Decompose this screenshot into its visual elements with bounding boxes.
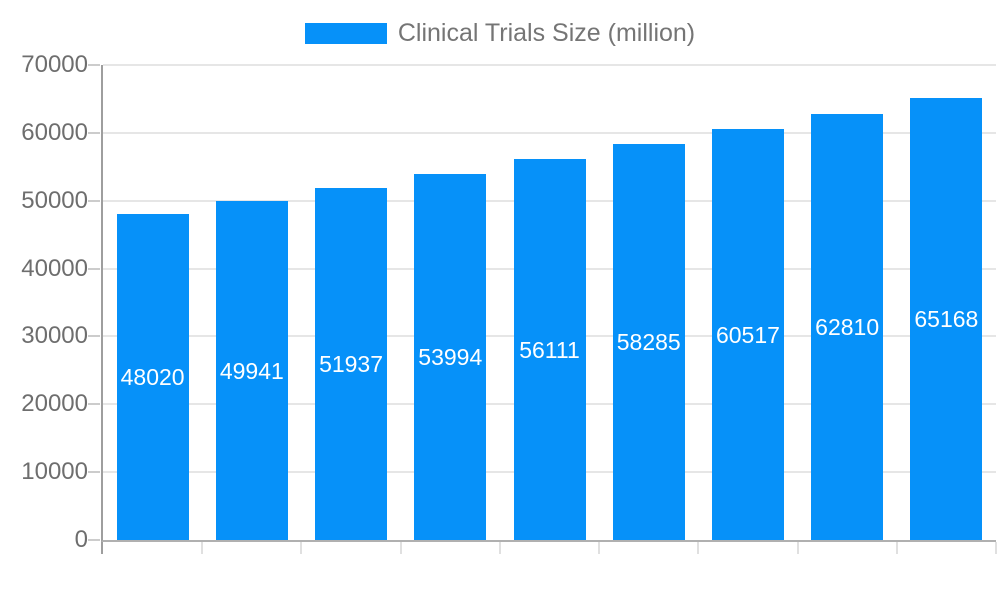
x-tick	[895, 542, 898, 554]
bar-value-label: 48020	[120, 364, 185, 390]
y-tick	[88, 335, 100, 338]
bar[interactable]: 53994	[414, 174, 487, 540]
y-tick	[88, 199, 100, 202]
bar[interactable]: 62810	[811, 114, 884, 540]
bar-value-label: 65168	[914, 306, 979, 332]
bar-value-label: 62810	[815, 314, 880, 340]
x-tick	[697, 542, 700, 554]
bar-value-label: 60517	[715, 321, 780, 348]
y-axis-label: 30000	[21, 322, 88, 350]
x-tick	[399, 542, 402, 554]
legend-swatch	[304, 23, 387, 44]
bar[interactable]: 51937	[315, 188, 388, 540]
bar-value-label: 53994	[418, 344, 483, 370]
y-axis-label: 40000	[21, 254, 88, 282]
x-tick	[201, 542, 204, 554]
y-axis-label: 0	[74, 526, 88, 553]
bar-value-label: 56111	[519, 336, 580, 363]
y-tick	[88, 471, 100, 474]
y-tick	[88, 267, 100, 270]
y-axis-label: 20000	[21, 390, 88, 418]
bar-value-label: 49941	[219, 357, 284, 384]
y-tick	[88, 539, 100, 541]
gridline	[103, 64, 996, 66]
y-axis-label: 10000	[21, 458, 88, 486]
chart-legend: Clinical Trials Size (million)	[0, 20, 1000, 47]
y-tick	[88, 64, 100, 66]
legend-label: Clinical Trials Size (million)	[397, 19, 696, 47]
bar-value-label: 58285	[616, 329, 681, 355]
y-axis-label: 50000	[21, 186, 88, 214]
gridline	[103, 131, 996, 134]
bar[interactable]: 48020	[116, 214, 189, 540]
x-tick	[598, 542, 601, 554]
x-tick	[796, 542, 799, 554]
bar[interactable]: 49941	[215, 201, 288, 540]
x-tick	[995, 542, 997, 554]
x-tick	[300, 542, 303, 554]
y-tick	[88, 403, 100, 406]
x-tick	[498, 542, 501, 554]
bar[interactable]: 58285	[612, 144, 685, 540]
plot-area: 0 10000 20000 30000 40000 50000 60000 70000 4802…	[21, 51, 997, 554]
bar[interactable]: 65168	[910, 98, 983, 540]
bar-value-label: 51937	[319, 351, 384, 377]
bar[interactable]: 56111	[513, 159, 586, 540]
bar[interactable]: 60517	[711, 129, 784, 540]
y-axis-label: 60000	[21, 118, 88, 146]
y-tick	[88, 131, 100, 134]
y-axis-label: 70000	[21, 51, 88, 78]
y-axis-line-extension	[101, 542, 103, 554]
